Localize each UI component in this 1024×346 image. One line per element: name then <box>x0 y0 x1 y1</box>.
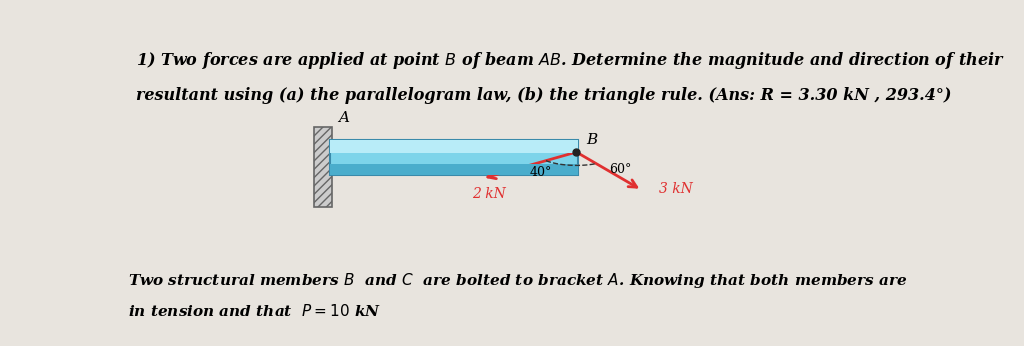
Text: B: B <box>586 133 597 147</box>
Text: resultant using (a) the parallelogram law, (b) the triangle rule. (Ans: R = 3.30: resultant using (a) the parallelogram la… <box>136 87 951 104</box>
Text: A: A <box>338 111 349 126</box>
Text: in tension and that  $P = 10$ kN: in tension and that $P = 10$ kN <box>128 303 381 319</box>
Text: 40°: 40° <box>529 166 552 179</box>
Text: Two structural members $B$  and $C$  are bolted to bracket $A$. Knowing that bot: Two structural members $B$ and $C$ are b… <box>128 271 907 290</box>
Text: 2 kN: 2 kN <box>472 186 506 201</box>
Bar <box>331 140 578 175</box>
Bar <box>314 127 332 207</box>
Text: 3 kN: 3 kN <box>659 182 693 196</box>
Text: 1) Two forces are applied at point $B$ of beam $AB$. Determine the magnitude and: 1) Two forces are applied at point $B$ o… <box>136 49 1005 71</box>
Bar <box>331 164 578 175</box>
Text: 60°: 60° <box>609 163 631 176</box>
Bar <box>331 140 578 153</box>
